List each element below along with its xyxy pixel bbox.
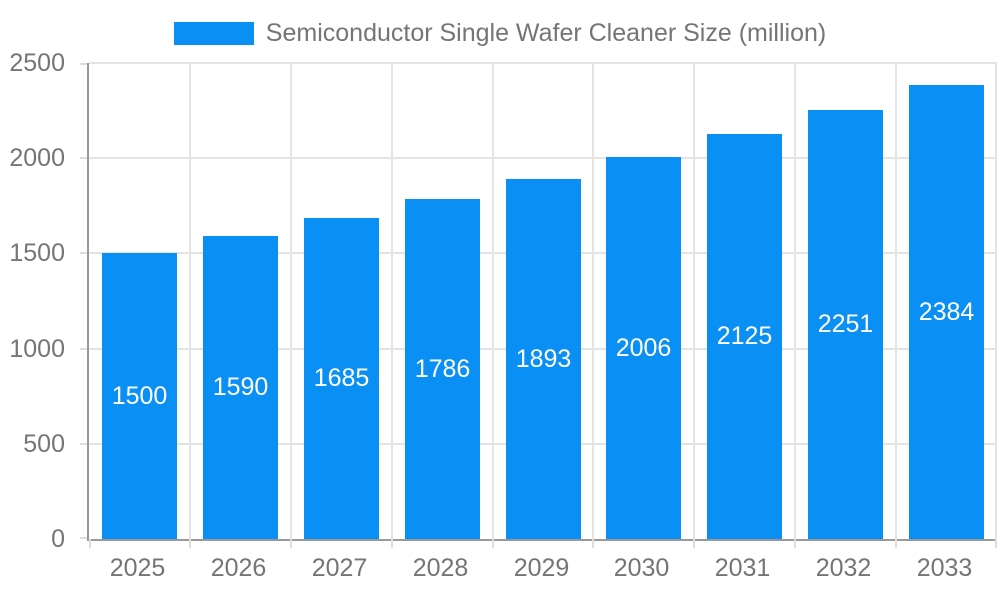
y-axis-tick [80, 63, 87, 65]
x-axis-tick-label: 2026 [210, 554, 267, 582]
x-gridline [290, 63, 292, 539]
x-axis-tick [895, 539, 897, 548]
x-gridline [794, 63, 796, 539]
bar: 2006 [606, 157, 681, 539]
plot-area: 1500 1590 1685 1786 1893 2006 2125 2251 2384 [80, 62, 997, 548]
y-axis-tick [80, 348, 87, 350]
x-axis-tick-label: 2027 [311, 554, 368, 582]
bar: 1893 [506, 179, 581, 539]
x-gridline [189, 63, 191, 539]
x-gridline [895, 63, 897, 539]
y-axis-tick-label: 1500 [9, 239, 65, 267]
bar: 1786 [405, 199, 480, 539]
y-axis-tick [80, 252, 87, 254]
x-gridline [492, 63, 494, 539]
x-axis-tick-label: 2031 [714, 554, 771, 582]
bar: 2384 [909, 85, 984, 539]
x-axis-tick [995, 539, 997, 548]
bar-value-label: 1893 [515, 344, 572, 373]
x-axis-tick [492, 539, 494, 548]
y-gridline [89, 157, 997, 159]
bar: 1500 [102, 253, 177, 539]
y-axis-tick [80, 443, 87, 445]
x-axis-tick [391, 539, 393, 548]
x-axis-tick-label: 2028 [412, 554, 469, 582]
x-axis-tick-label: 2025 [109, 554, 166, 582]
x-gridline [391, 63, 393, 539]
x-axis-tick-label: 2029 [513, 554, 570, 582]
y-axis-tick-label: 500 [23, 430, 65, 458]
y-axis-tick [80, 157, 87, 159]
bar: 1590 [203, 236, 278, 539]
bar: 2251 [808, 110, 883, 539]
legend-swatch [173, 21, 254, 45]
x-axis-tick-label: 2033 [916, 554, 973, 582]
bar-value-label: 2251 [817, 310, 874, 338]
x-gridline [693, 63, 695, 539]
y-axis-tick-label: 2500 [9, 49, 65, 77]
bar-value-label: 2006 [615, 333, 672, 362]
bar-value-label: 1500 [111, 381, 168, 410]
bar-value-label: 1786 [414, 354, 471, 383]
bar-value-label: 2384 [918, 297, 975, 326]
legend-label: Semiconductor Single Wafer Cleaner Size … [265, 18, 827, 47]
x-gridline [995, 63, 997, 539]
legend: Semiconductor Single Wafer Cleaner Size … [0, 18, 1000, 47]
bar-value-label: 1685 [313, 364, 370, 392]
x-axis-tick-label: 2030 [613, 554, 670, 582]
x-axis-tick [794, 539, 796, 548]
bar-value-label: 2125 [716, 322, 773, 350]
x-gridline [592, 63, 594, 539]
y-axis-tick [80, 537, 87, 539]
y-axis-tick-label: 0 [51, 525, 65, 553]
y-axis-tick-label: 1000 [9, 335, 65, 363]
x-axis-tick [592, 539, 594, 548]
y-gridline [89, 62, 997, 64]
bar-value-label: 1590 [212, 373, 269, 401]
bar: 1685 [304, 218, 379, 539]
x-axis-tick [290, 539, 292, 548]
x-axis-tick [189, 539, 191, 548]
x-axis-tick [693, 539, 695, 548]
x-axis-tick-label: 2032 [815, 554, 872, 582]
bar: 2125 [707, 134, 782, 539]
y-axis-tick-label: 2000 [9, 144, 65, 172]
x-axis-tick [89, 539, 91, 548]
